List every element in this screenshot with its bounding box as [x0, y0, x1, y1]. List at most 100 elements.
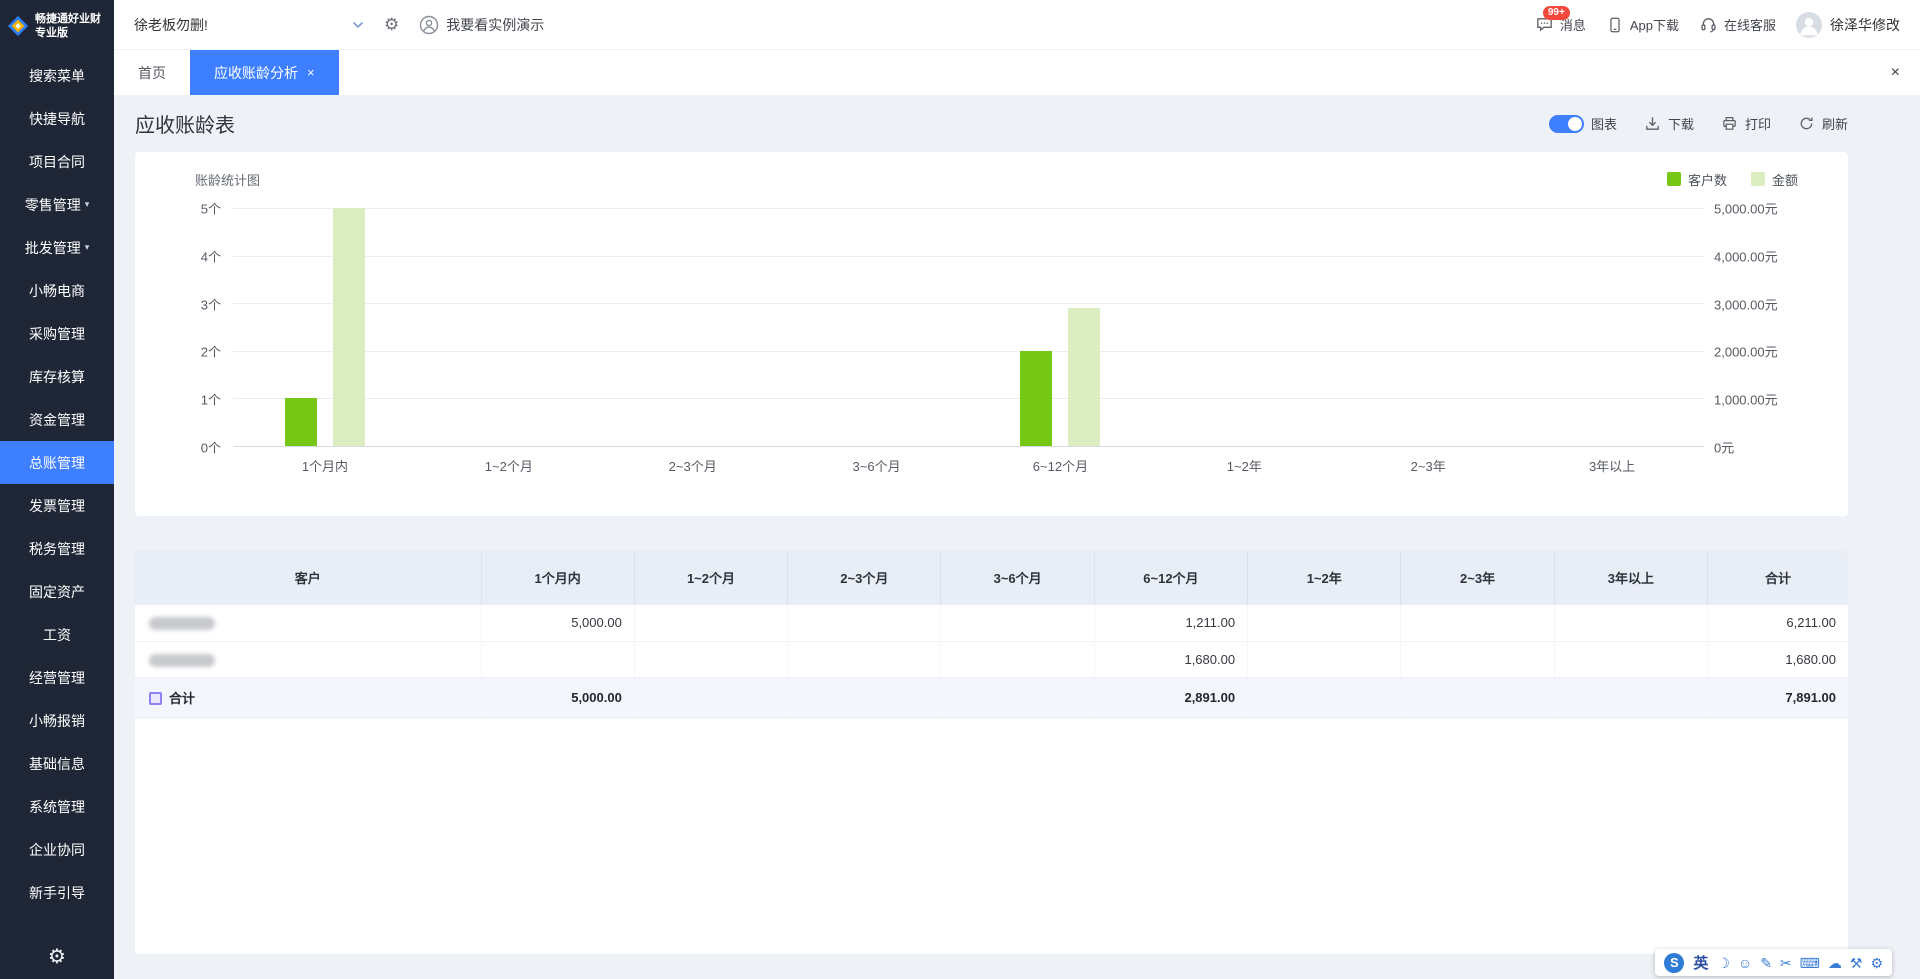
customer-cell — [135, 605, 482, 642]
toggle-knob — [1567, 116, 1582, 131]
keyboard-icon[interactable]: ⌨ — [1799, 954, 1820, 971]
chart-category-group — [1520, 208, 1704, 446]
bar-amount — [332, 208, 365, 446]
print-button[interactable]: 打印 — [1721, 114, 1771, 133]
chart-category-group — [417, 208, 601, 446]
legend-item-1[interactable]: 客户数 — [1666, 170, 1727, 189]
tab-2[interactable]: 应收账龄分析 × — [190, 50, 339, 95]
sidebar-item-11[interactable]: 发票管理 — [0, 484, 114, 527]
pen-icon[interactable]: ✎ — [1760, 954, 1772, 971]
sidebar-item-19[interactable]: 企业协同 — [0, 828, 114, 871]
legend-item-2[interactable]: 金额 — [1750, 170, 1798, 189]
left-axis-tick: 1个 — [200, 392, 221, 408]
left-axis-tick: 5个 — [200, 201, 221, 217]
table-row-2: 1,680.00 1,680.00 — [135, 641, 1848, 678]
phone-icon — [1606, 16, 1624, 34]
sidebar-item-20[interactable]: 新手引导 — [0, 871, 114, 914]
sidebar-item-label: 基础信息 — [29, 755, 85, 772]
user-menu[interactable]: 徐泽华修改 — [1796, 11, 1900, 38]
sidebar-item-1[interactable]: 搜索菜单 — [0, 54, 114, 97]
amount-cell: 1,680.00 — [1707, 641, 1848, 678]
sidebar-item-18[interactable]: 系统管理 — [0, 785, 114, 828]
sidebar-item-6[interactable]: 小畅电商 — [0, 269, 114, 312]
messages-button[interactable]: 99+ 消息 — [1535, 6, 1586, 34]
total-amount-cell — [1554, 677, 1709, 718]
sidebar-item-9[interactable]: 资金管理 — [0, 398, 114, 441]
chart-title: 账龄统计图 — [195, 172, 261, 188]
ime-icon-strip: ☽ ☺ ✎ ✂ ⌨ ☁ ⚒ ⚙ — [1717, 956, 1883, 970]
sidebar-item-label: 工资 — [43, 626, 71, 643]
refresh-button[interactable]: 刷新 — [1798, 114, 1848, 133]
amount-cell — [940, 605, 1095, 642]
sidebar-item-3[interactable]: 项目合同 — [0, 140, 114, 183]
sidebar-item-17[interactable]: 基础信息 — [0, 742, 114, 785]
ime-language-toggle[interactable]: 英 — [1693, 955, 1709, 972]
sidebar-item-label: 新手引导 — [29, 884, 85, 901]
sidebar-item-10[interactable]: 总账管理 — [0, 441, 114, 484]
total-amount-cell — [1400, 677, 1555, 718]
emoji-icon[interactable]: ☺ — [1737, 954, 1753, 971]
sidebar-item-14[interactable]: 工资 — [0, 613, 114, 656]
printer-icon — [1721, 115, 1738, 132]
left-axis-tick: 0个 — [200, 440, 221, 456]
settings-icon[interactable]: ⚙ — [1870, 954, 1883, 971]
moon-icon[interactable]: ☽ — [1717, 954, 1730, 971]
sidebar-settings-gear-icon[interactable]: ⚙ — [48, 945, 66, 968]
sidebar-nav: 搜索菜单快捷导航 项目合同 零售管理 ▾ 批发管理 ▾ 小畅电商 采购管理 库存核算 资金管理 总账… — [0, 52, 114, 933]
chart-category-group — [785, 208, 969, 446]
table-row-1: 5,000.00 1,211.00 6,211.00 — [135, 605, 1848, 642]
column-header-10: 合计 — [1707, 550, 1848, 605]
right-axis-tick: 1,000.00元 — [1714, 392, 1778, 408]
app-download-label: App下载 — [1629, 18, 1679, 33]
amount-cell — [1247, 641, 1402, 678]
sidebar-item-5[interactable]: 批发管理 ▾ — [0, 226, 114, 269]
sidebar-item-4[interactable]: 零售管理 ▾ — [0, 183, 114, 226]
brand-diamond-icon — [7, 15, 29, 37]
chart-toggle-control[interactable]: 图表 — [1548, 114, 1617, 133]
sidebar-item-7[interactable]: 采购管理 — [0, 312, 114, 355]
sidebar-item-label: 税务管理 — [29, 540, 85, 557]
print-label: 打印 — [1744, 117, 1771, 132]
redacted-customer-name — [149, 653, 215, 667]
sidebar-item-label: 搜索菜单 — [29, 67, 85, 84]
download-button[interactable]: 下载 — [1644, 114, 1694, 133]
chart-toggle-switch[interactable] — [1548, 114, 1584, 133]
tab-label: 首页 — [138, 64, 166, 81]
amount-cell: 1,211.00 — [1094, 605, 1249, 642]
redacted-customer-name — [149, 617, 215, 631]
sidebar-item-label: 企业协同 — [29, 841, 85, 858]
total-amount-cell — [940, 677, 1095, 718]
close-tab-icon[interactable]: × — [307, 65, 315, 80]
sidebar-item-12[interactable]: 税务管理 — [0, 527, 114, 570]
sidebar-item-8[interactable]: 库存核算 — [0, 355, 114, 398]
table-total-row: 合计 5,000.00 2,891.00 7,891.00 — [135, 677, 1848, 718]
app-download-button[interactable]: App下载 — [1606, 15, 1679, 34]
column-header-3: 1~2个月 — [634, 550, 789, 605]
demo-link[interactable]: 我要看实例演示 — [419, 15, 544, 35]
company-selector[interactable]: 徐老板勿删! — [134, 15, 364, 35]
x-axis-label: 3年以上 — [1588, 459, 1636, 474]
toolbox-icon[interactable]: ⚒ — [1849, 954, 1863, 971]
sidebar-item-15[interactable]: 经营管理 — [0, 656, 114, 699]
sidebar-item-2[interactable]: 快捷导航 — [0, 97, 114, 140]
sidebar-item-13[interactable]: 固定资产 — [0, 570, 114, 613]
amount-cell: 5,000.00 — [481, 605, 635, 642]
online-service-button[interactable]: 在线客服 — [1699, 15, 1776, 34]
total-amount-cell: 2,891.00 — [1094, 677, 1249, 718]
sidebar-item-16[interactable]: 小畅报销 — [0, 699, 114, 742]
sidebar-item-label: 经营管理 — [29, 669, 85, 686]
user-name: 徐泽华修改 — [1830, 16, 1900, 33]
refresh-label: 刷新 — [1821, 117, 1848, 132]
ime-logo-icon[interactable]: S — [1664, 952, 1685, 973]
total-label-cell: 合计 — [135, 677, 482, 718]
cloud-icon[interactable]: ☁ — [1827, 954, 1842, 971]
ime-toolbar: S 英 ☽ ☺ ✎ ✂ ⌨ ☁ ⚒ ⚙ — [1655, 949, 1892, 976]
account-settings-gear-icon[interactable]: ⚙ — [384, 14, 400, 34]
tab-1[interactable]: 首页 — [114, 50, 190, 95]
scissors-icon[interactable]: ✂ — [1779, 954, 1792, 971]
left-axis-tick: 2个 — [200, 344, 221, 360]
sidebar-item-label: 零售管理 — [24, 196, 81, 213]
column-header-9: 3年以上 — [1554, 550, 1709, 605]
close-panel-icon[interactable]: × — [1890, 63, 1900, 81]
